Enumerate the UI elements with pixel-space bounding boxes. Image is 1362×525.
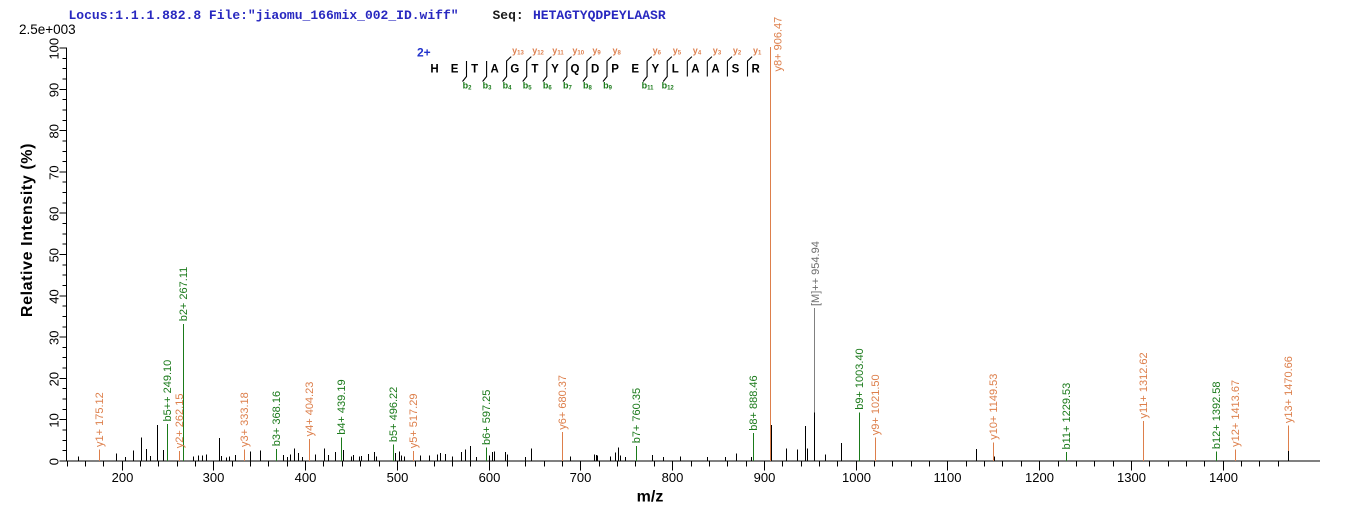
svg-text:H: H: [430, 63, 438, 75]
svg-text:y12: y12: [532, 46, 544, 57]
svg-text:0: 0: [47, 458, 62, 465]
svg-text:y3: y3: [713, 46, 722, 57]
svg-text:y2+ 262.15: y2+ 262.15: [174, 394, 186, 449]
svg-text:1000: 1000: [842, 470, 871, 485]
svg-text:m/z: m/z: [637, 489, 664, 506]
svg-text:y11+ 1312.62: y11+ 1312.62: [1138, 352, 1150, 418]
svg-text:700: 700: [570, 470, 592, 485]
svg-text:E: E: [451, 63, 459, 75]
svg-text:y1: y1: [753, 46, 762, 57]
svg-text:40: 40: [47, 289, 62, 303]
svg-text:b5+ 496.22: b5+ 496.22: [388, 387, 400, 442]
svg-text:b8: b8: [583, 81, 593, 92]
svg-text:b9: b9: [603, 81, 613, 92]
svg-text:10: 10: [47, 413, 62, 427]
svg-text:y6: y6: [653, 46, 662, 57]
svg-text:b11+ 1229.53: b11+ 1229.53: [1061, 383, 1073, 450]
svg-text:[M]++ 954.94: [M]++ 954.94: [810, 241, 822, 306]
svg-text:70: 70: [47, 165, 62, 179]
svg-text:b4: b4: [503, 81, 512, 92]
svg-text:80: 80: [47, 124, 62, 138]
svg-text:S: S: [732, 63, 740, 75]
svg-text:800: 800: [662, 470, 684, 485]
svg-text:y1+ 175.12: y1+ 175.12: [94, 392, 106, 447]
svg-text:500: 500: [387, 470, 409, 485]
svg-text:300: 300: [203, 470, 225, 485]
svg-text:Y: Y: [551, 63, 559, 75]
svg-text:2.5e+003: 2.5e+003: [19, 22, 76, 37]
svg-text:b7+ 760.35: b7+ 760.35: [631, 388, 643, 443]
svg-text:400: 400: [295, 470, 317, 485]
svg-text:1200: 1200: [1025, 470, 1054, 485]
svg-text:y5: y5: [673, 46, 682, 57]
svg-text:b12: b12: [662, 81, 675, 92]
svg-text:200: 200: [112, 470, 134, 485]
svg-text:A: A: [711, 63, 719, 75]
svg-text:Y: Y: [651, 63, 659, 75]
svg-text:20: 20: [47, 372, 62, 386]
svg-text:b3+ 368.16: b3+ 368.16: [271, 391, 283, 446]
svg-text:Q: Q: [571, 63, 580, 75]
svg-text:b7: b7: [563, 81, 573, 92]
svg-text:R: R: [751, 63, 760, 75]
svg-text:Seq:: Seq:: [493, 8, 524, 23]
svg-text:G: G: [510, 63, 519, 75]
svg-text:HETAGTYQDPEYLAASR: HETAGTYQDPEYLAASR: [533, 8, 666, 23]
svg-text:A: A: [491, 63, 499, 75]
svg-text:y13+ 1470.66: y13+ 1470.66: [1283, 356, 1295, 423]
svg-text:100: 100: [47, 38, 62, 60]
svg-text:90: 90: [47, 83, 62, 97]
svg-text:y9+ 1021.50: y9+ 1021.50: [870, 374, 882, 435]
svg-text:b3: b3: [483, 81, 493, 92]
svg-text:D: D: [591, 63, 599, 75]
svg-text:Relative Intensity (%): Relative Intensity (%): [19, 143, 36, 317]
svg-text:T: T: [471, 63, 478, 75]
svg-text:E: E: [631, 63, 639, 75]
svg-text:b5: b5: [523, 81, 533, 92]
svg-text:60: 60: [47, 207, 62, 221]
svg-text:y12+ 1413.67: y12+ 1413.67: [1230, 380, 1242, 447]
svg-text:1100: 1100: [934, 470, 962, 485]
svg-text:900: 900: [754, 470, 776, 485]
svg-text:L: L: [672, 63, 679, 75]
svg-text:y13: y13: [512, 46, 524, 57]
svg-text:1400: 1400: [1209, 470, 1238, 485]
svg-text:30: 30: [47, 331, 62, 345]
svg-text:y8+ 906.47: y8+ 906.47: [773, 17, 785, 72]
svg-text:y9: y9: [592, 46, 601, 57]
svg-text:50: 50: [47, 248, 62, 262]
svg-text:1300: 1300: [1117, 470, 1146, 485]
svg-text:b8+ 888.46: b8+ 888.46: [748, 375, 760, 430]
svg-text:b6: b6: [543, 81, 553, 92]
svg-text:y2: y2: [733, 46, 742, 57]
svg-text:b4+ 439.19: b4+ 439.19: [336, 379, 348, 434]
svg-text:A: A: [691, 63, 699, 75]
svg-text:b6+ 597.25: b6+ 597.25: [481, 390, 493, 445]
svg-text:2+: 2+: [417, 46, 431, 60]
svg-text:y10+ 1149.53: y10+ 1149.53: [988, 374, 1000, 440]
svg-text:Locus:1.1.1.882.8 File:"jiaomu: Locus:1.1.1.882.8 File:"jiaomu_166mix_00…: [69, 8, 459, 23]
svg-text:P: P: [611, 63, 619, 75]
svg-text:y5+ 517.29: y5+ 517.29: [408, 394, 420, 449]
svg-text:b11: b11: [642, 81, 655, 92]
svg-text:b9+ 1003.40: b9+ 1003.40: [854, 348, 866, 409]
svg-text:y10: y10: [572, 46, 584, 57]
svg-text:T: T: [531, 63, 538, 75]
svg-text:y8: y8: [613, 46, 622, 57]
svg-text:b2: b2: [463, 81, 473, 92]
svg-text:y11: y11: [552, 46, 564, 57]
svg-text:b12+ 1392.58: b12+ 1392.58: [1211, 381, 1223, 449]
svg-text:y4+ 404.23: y4+ 404.23: [304, 382, 316, 437]
svg-text:600: 600: [479, 470, 501, 485]
svg-text:b2+ 267.11: b2+ 267.11: [178, 267, 190, 322]
svg-text:b5++ 249.10: b5++ 249.10: [162, 360, 174, 422]
svg-text:y4: y4: [693, 46, 702, 57]
svg-text:y3+ 333.18: y3+ 333.18: [239, 392, 251, 447]
svg-text:y6+ 680.37: y6+ 680.37: [557, 375, 569, 430]
